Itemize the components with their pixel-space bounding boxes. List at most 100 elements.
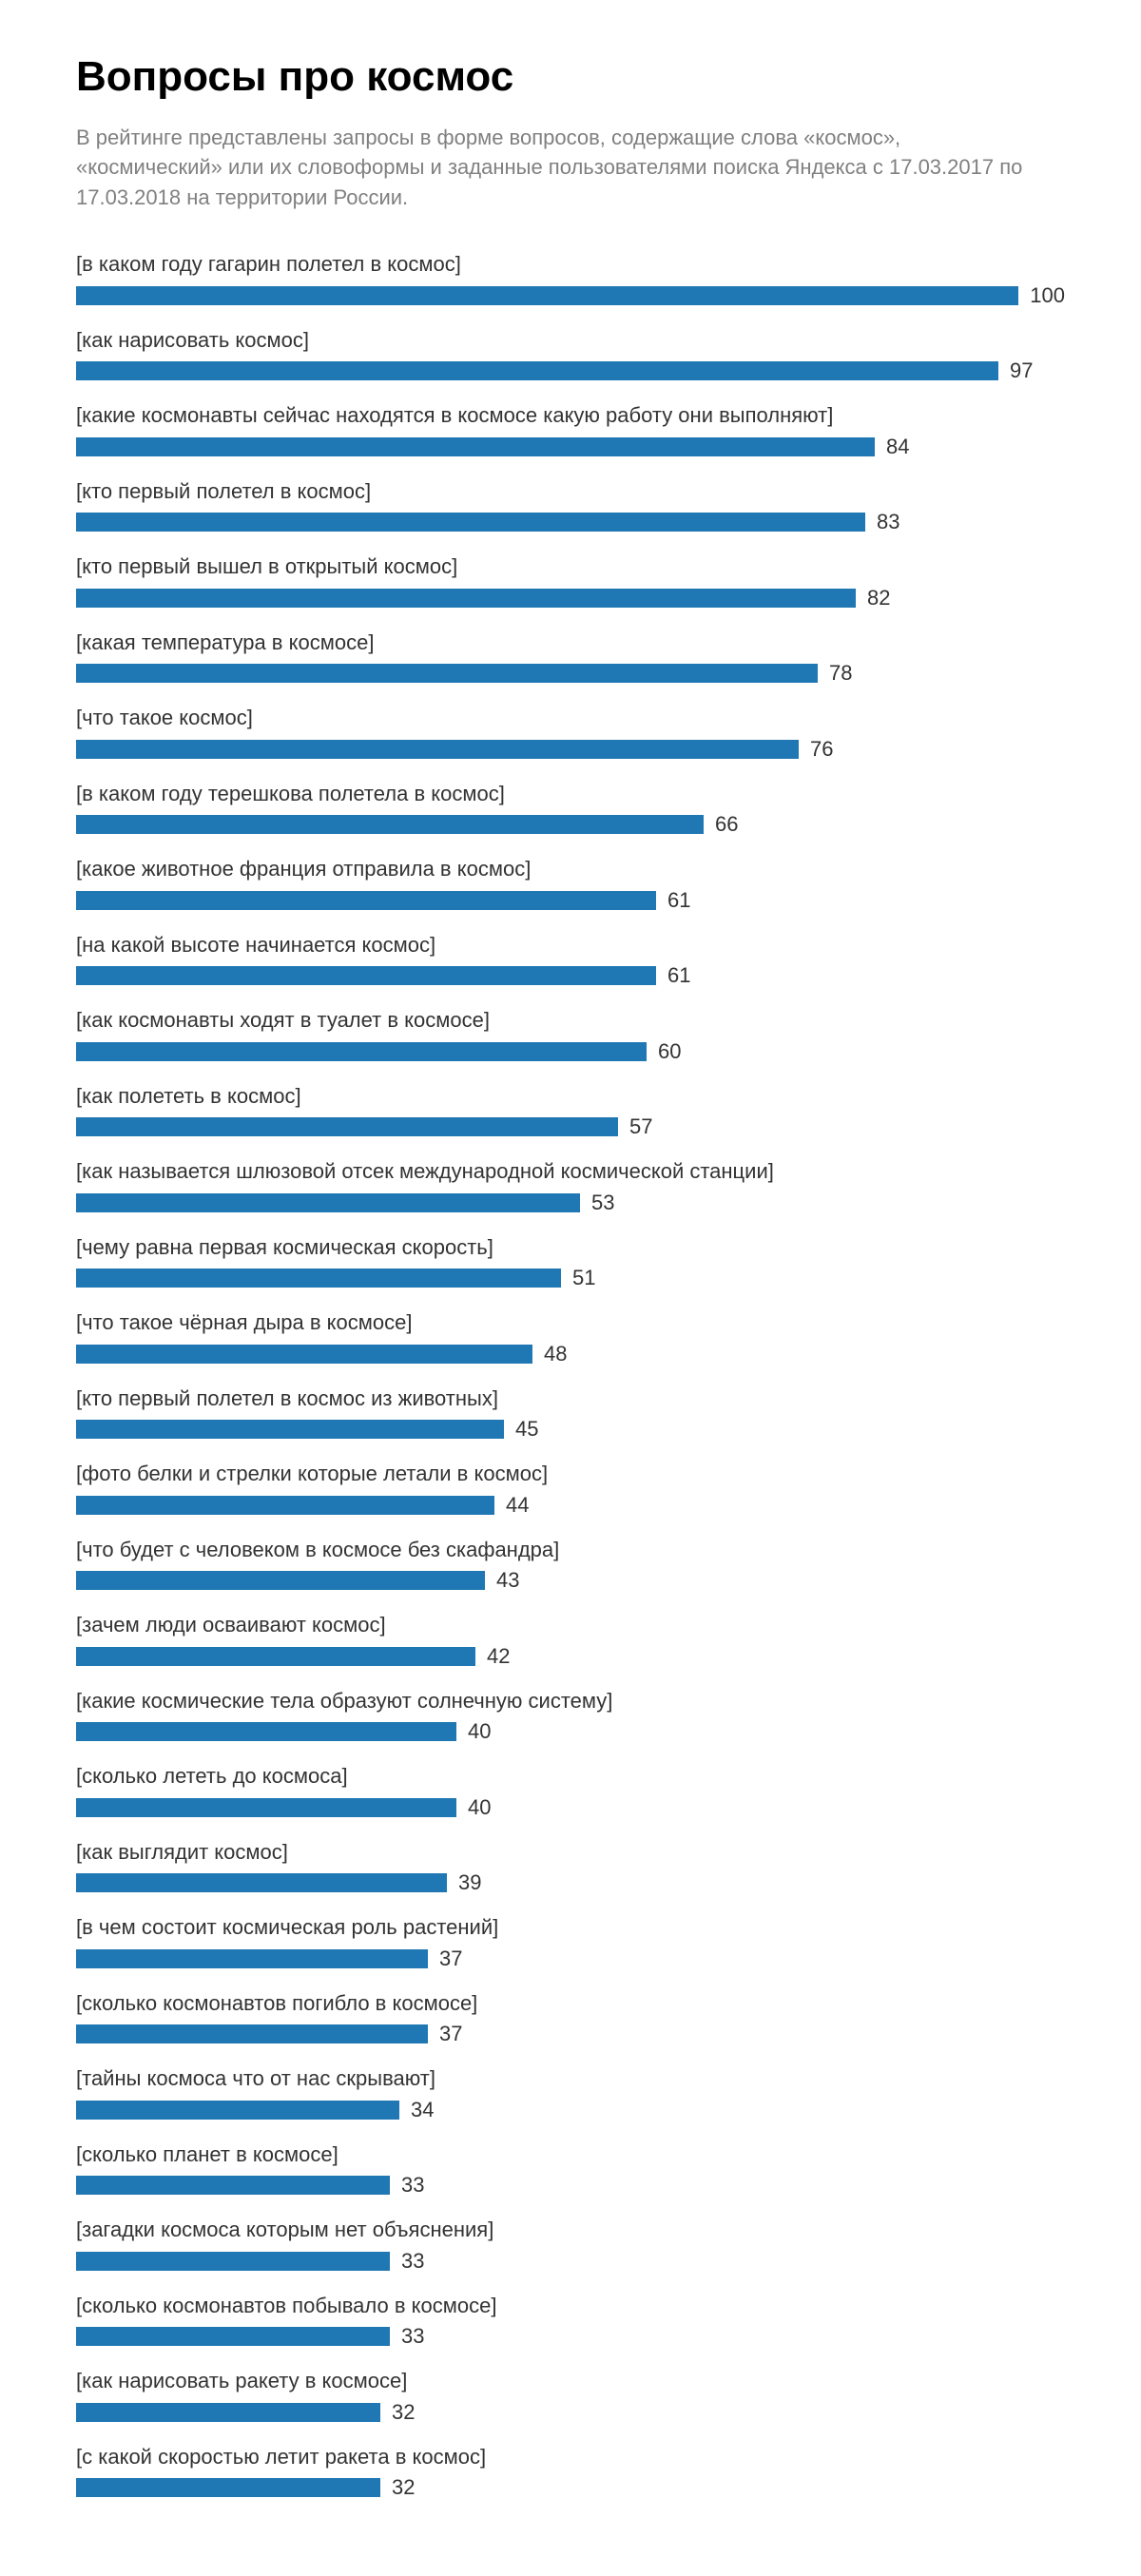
chart-bar: [76, 1873, 447, 1892]
chart-bar: [76, 1269, 561, 1288]
chart-row-bar-wrap: 43: [76, 1568, 1065, 1593]
chart-row-label: [что такое чёрная дыра в космосе]: [76, 1309, 1065, 1336]
chart-bar: [76, 1345, 532, 1364]
chart-row-value: 100: [1030, 283, 1065, 308]
chart-row-value: 48: [544, 1342, 567, 1366]
chart-row-value: 66: [715, 812, 738, 837]
chart-row-label: [как космонавты ходят в туалет в космосе…: [76, 1007, 1065, 1034]
chart-row: [в чем состоит космическая роль растений…: [76, 1914, 1065, 1971]
chart-bar: [76, 1193, 580, 1212]
chart-row: [как нарисовать ракету в космосе]32: [76, 2368, 1065, 2425]
bar-chart: [в каком году гагарин полетел в космос] 1…: [76, 251, 1065, 2500]
chart-row-bar-wrap: 33: [76, 2249, 1065, 2274]
chart-bar: [76, 815, 704, 834]
chart-row-bar-wrap: 51: [76, 1266, 1065, 1290]
chart-row-bar-wrap: 60: [76, 1039, 1065, 1064]
page-subtitle: В рейтинге представлены запросы в форме …: [76, 123, 1027, 214]
chart-row-label: [как полететь в космос]: [76, 1083, 1065, 1110]
chart-row-value: 84: [886, 435, 909, 459]
chart-row: [в каком году терешкова полетела в космо…: [76, 781, 1065, 838]
chart-row-label: [кто первый вышел в открытый космос]: [76, 553, 1065, 580]
chart-row: [фото белки и стрелки которые летали в к…: [76, 1461, 1065, 1518]
chart-row: [сколько лететь до космоса] 40: [76, 1763, 1065, 1820]
chart-row-value: 61: [667, 963, 690, 988]
chart-bar: [76, 891, 656, 910]
chart-bar: [76, 1647, 475, 1666]
chart-row-bar-wrap: 33: [76, 2324, 1065, 2349]
chart-row-bar-wrap: 42: [76, 1644, 1065, 1669]
chart-row-bar-wrap: 57: [76, 1114, 1065, 1139]
chart-row: [как называется шлюзовой отсек междунаро…: [76, 1158, 1065, 1215]
chart-row-label: [какое животное франция отправила в косм…: [76, 856, 1065, 882]
chart-row-value: 37: [439, 2022, 462, 2046]
chart-row-value: 32: [392, 2400, 415, 2425]
chart-row-bar-wrap: 44: [76, 1493, 1065, 1518]
chart-row: [что такое чёрная дыра в космосе] 48: [76, 1309, 1065, 1366]
chart-row-bar-wrap: 34: [76, 2098, 1065, 2122]
chart-row-value: 34: [411, 2098, 434, 2122]
chart-bar: [76, 740, 799, 759]
chart-bar: [76, 1420, 504, 1439]
chart-row-bar-wrap: 32: [76, 2475, 1065, 2500]
chart-row-bar-wrap: 48: [76, 1342, 1065, 1366]
chart-row: [что такое космос] 76: [76, 705, 1065, 762]
chart-row-bar-wrap: 61: [76, 963, 1065, 988]
chart-bar: [76, 1722, 456, 1741]
chart-bar: [76, 361, 998, 380]
chart-row-bar-wrap: 40: [76, 1795, 1065, 1820]
chart-row: [в каком году гагарин полетел в космос] 1…: [76, 251, 1065, 308]
chart-row-value: 45: [515, 1417, 538, 1442]
chart-row-bar-wrap: 37: [76, 1947, 1065, 1971]
chart-row: [какие космонавты сейчас находятся в кос…: [76, 402, 1065, 459]
chart-row-bar-wrap: 33: [76, 2173, 1065, 2198]
chart-row: [какая температура в космосе] 78: [76, 629, 1065, 687]
chart-row-label: [в каком году терешкова полетела в космо…: [76, 781, 1065, 807]
chart-row-label: [в каком году гагарин полетел в космос]: [76, 251, 1065, 278]
chart-row-bar-wrap: 76: [76, 737, 1065, 762]
chart-bar: [76, 2403, 380, 2422]
chart-row-value: 42: [487, 1644, 510, 1669]
chart-row: [с какой скоростью летит ракета в космос…: [76, 2444, 1065, 2501]
chart-row-label: [что такое космос]: [76, 705, 1065, 731]
chart-bar: [76, 1949, 428, 1968]
chart-row-value: 76: [810, 737, 833, 762]
chart-row-bar-wrap: 97: [76, 358, 1065, 383]
chart-row: [как космонавты ходят в туалет в космосе…: [76, 1007, 1065, 1064]
chart-row-value: 83: [877, 510, 899, 534]
chart-row-label: [сколько лететь до космоса]: [76, 1763, 1065, 1790]
chart-bar: [76, 513, 865, 532]
chart-row-bar-wrap: 100: [76, 283, 1065, 308]
chart-row: [загадки космоса которым нет объяснения]…: [76, 2217, 1065, 2274]
chart-row: [сколько космонавтов погибло в космосе]3…: [76, 1990, 1065, 2047]
chart-row-value: 53: [591, 1191, 614, 1215]
chart-bar: [76, 2024, 428, 2043]
chart-bar: [76, 1571, 485, 1590]
chart-row: [зачем люди осваивают космос] 42: [76, 1612, 1065, 1669]
chart-bar: [76, 1798, 456, 1817]
chart-row-label: [какие космические тела образуют солнечн…: [76, 1688, 1065, 1714]
chart-row-value: 97: [1010, 358, 1033, 383]
chart-row-label: [на какой высоте начинается космос]: [76, 932, 1065, 959]
page: Вопросы про космос В рейтинге представле…: [0, 0, 1141, 2576]
chart-row-label: [как выглядит космос]: [76, 1839, 1065, 1866]
chart-row-value: 37: [439, 1947, 462, 1971]
chart-row-bar-wrap: 37: [76, 2022, 1065, 2046]
chart-row-label: [кто первый полетел в космос из животных…: [76, 1385, 1065, 1412]
chart-bar: [76, 1042, 647, 1061]
chart-row: [сколько планет в космосе]33: [76, 2141, 1065, 2198]
chart-row: [какие космические тела образуют солнечн…: [76, 1688, 1065, 1745]
chart-row: [какое животное франция отправила в косм…: [76, 856, 1065, 913]
chart-row-label: [зачем люди осваивают космос]: [76, 1612, 1065, 1638]
page-title: Вопросы про космос: [76, 53, 1065, 102]
chart-row-label: [загадки космоса которым нет объяснения]: [76, 2217, 1065, 2243]
chart-row-bar-wrap: 32: [76, 2400, 1065, 2425]
chart-row-value: 43: [496, 1568, 519, 1593]
chart-row-label: [как нарисовать космос]: [76, 327, 1065, 354]
chart-row: [кто первый полетел в космос из животных…: [76, 1385, 1065, 1443]
chart-row-value: 78: [829, 661, 852, 686]
chart-row-bar-wrap: 84: [76, 435, 1065, 459]
chart-bar: [76, 664, 818, 683]
chart-row-label: [какая температура в космосе]: [76, 629, 1065, 656]
chart-bar: [76, 1496, 494, 1515]
chart-bar: [76, 2101, 399, 2120]
